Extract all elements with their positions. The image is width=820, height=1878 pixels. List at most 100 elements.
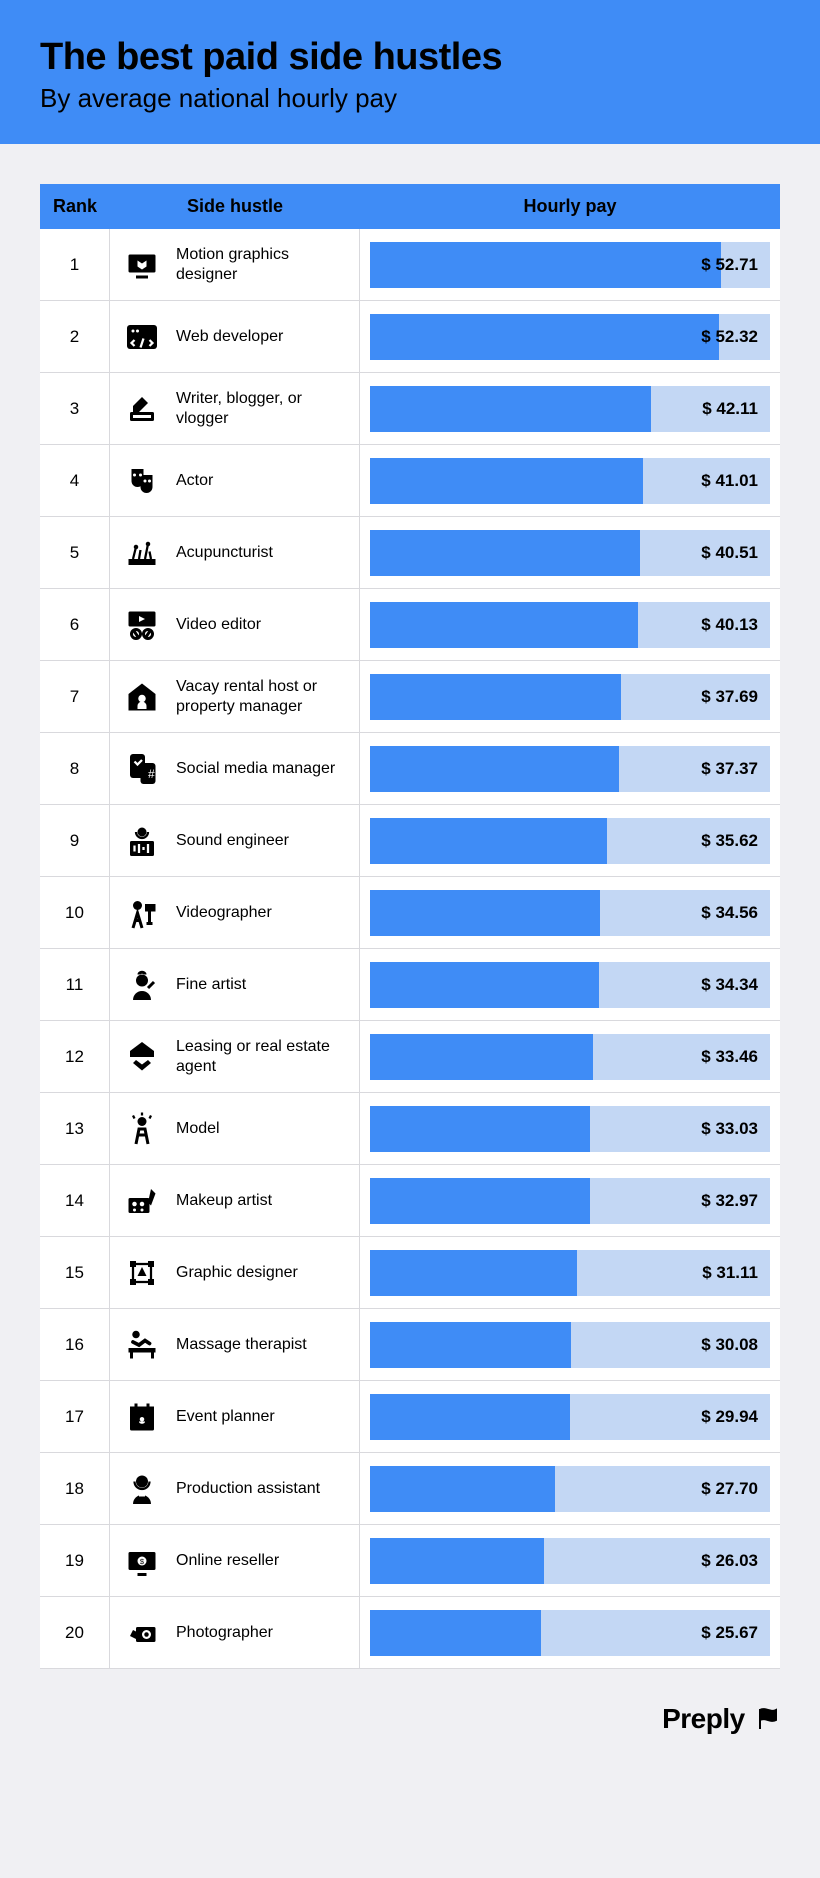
name-cell: Model [110,1093,360,1164]
name-cell: $Online reseller [110,1525,360,1596]
real-estate-icon [122,1037,162,1077]
table-row: 8#Social media manager$ 37.37 [40,733,780,805]
rank-cell: 8 [40,733,110,804]
graphic-design-icon [122,1253,162,1293]
table-row: 6Video editor$ 40.13 [40,589,780,661]
bar-fill [370,746,619,792]
pay-value: $ 29.94 [701,1407,758,1427]
bar-track: $ 30.08 [370,1322,770,1368]
pay-cell: $ 52.71 [360,229,780,300]
bar-track: $ 32.97 [370,1178,770,1224]
pay-cell: $ 25.67 [360,1597,780,1668]
table-row: 18Production assistant$ 27.70 [40,1453,780,1525]
table-row: 7Vacay rental host or property manager$ … [40,661,780,733]
motion-graphics-icon [122,245,162,285]
pay-cell: $ 31.11 [360,1237,780,1308]
event-planner-icon [122,1397,162,1437]
name-cell: Leasing or real estate agent [110,1021,360,1092]
bar-fill [370,1250,577,1296]
col-header-rank: Rank [40,184,110,229]
hustle-label: Video editor [176,615,261,634]
page-subtitle: By average national hourly pay [40,83,780,114]
pay-cell: $ 40.13 [360,589,780,660]
side-hustle-table: Rank Side hustle Hourly pay 1Motion grap… [40,184,780,1669]
table-header-row: Rank Side hustle Hourly pay [40,184,780,229]
table-row: 10 Videographer $ 34.56 [40,877,780,949]
table-row: 11 Fine artist $ 34.34 [40,949,780,1021]
pay-value: $ 37.37 [701,759,758,779]
hustle-label: Web developer [176,327,283,346]
name-cell: Videographer [110,877,360,948]
content-area: Rank Side hustle Hourly pay 1Motion grap… [0,144,820,1689]
bar-fill [370,530,640,576]
hustle-label: Graphic designer [176,1263,298,1282]
bar-track: $ 29.94 [370,1394,770,1440]
bar-track: $ 33.46 [370,1034,770,1080]
bar-track: $ 37.37 [370,746,770,792]
pay-value: $ 35.62 [701,831,758,851]
name-cell: Actor [110,445,360,516]
hustle-label: Writer, blogger, or vlogger [176,389,349,427]
name-cell: Video editor [110,589,360,660]
writer-icon [122,389,162,429]
pay-value: $ 37.69 [701,687,758,707]
name-cell: Sound engineer [110,805,360,876]
bar-fill [370,674,621,720]
rank-cell: 14 [40,1165,110,1236]
table-row: 20Photographer$ 25.67 [40,1597,780,1669]
bar-fill [370,818,607,864]
bar-track: $ 26.03 [370,1538,770,1584]
bar-fill [370,458,643,504]
pay-value: $ 34.34 [701,975,758,995]
bar-fill [370,1538,544,1584]
pay-value: $ 42.11 [702,399,758,419]
bar-track: $ 41.01 [370,458,770,504]
name-cell: Vacay rental host or property manager [110,661,360,732]
name-cell: Graphic designer [110,1237,360,1308]
bar-track: $ 27.70 [370,1466,770,1512]
production-assistant-icon [122,1469,162,1509]
pay-cell: $ 29.94 [360,1381,780,1452]
rank-cell: 10 [40,877,110,948]
table-row: 17Event planner$ 29.94 [40,1381,780,1453]
pay-cell: $ 35.62 [360,805,780,876]
bar-fill [370,1178,590,1224]
hustle-label: Leasing or real estate agent [176,1037,349,1075]
pay-value: $ 52.71 [701,255,758,275]
name-cell: Makeup artist [110,1165,360,1236]
pay-cell: $ 34.56 [360,877,780,948]
web-dev-icon [122,317,162,357]
hustle-label: Makeup artist [176,1191,272,1210]
table-row: 15 Graphic designer $ 31.11 [40,1237,780,1309]
bar-fill [370,1610,541,1656]
rank-cell: 15 [40,1237,110,1308]
hustle-label: Production assistant [176,1479,320,1498]
rank-cell: 13 [40,1093,110,1164]
pay-value: $ 31.11 [702,1263,758,1283]
bar-track: $ 52.71 [370,242,770,288]
rank-cell: 2 [40,301,110,372]
brand-name: Preply [662,1703,745,1734]
hustle-label: Online reseller [176,1551,279,1570]
hustle-label: Event planner [176,1407,275,1426]
pay-value: $ 41.01 [701,471,758,491]
pay-value: $ 34.56 [701,903,758,923]
hustle-label: Photographer [176,1623,273,1642]
hustle-label: Model [176,1119,220,1138]
rank-cell: 1 [40,229,110,300]
bar-track: $ 52.32 [370,314,770,360]
rank-cell: 11 [40,949,110,1020]
pay-cell: $ 37.37 [360,733,780,804]
actor-icon [122,461,162,501]
makeup-icon [122,1181,162,1221]
hustle-label: Videographer [176,903,272,922]
hustle-label: Actor [176,471,213,490]
bar-fill [370,890,600,936]
table-row: 2 Web developer $ 52.32 [40,301,780,373]
hustle-label: Fine artist [176,975,246,994]
svg-text:#: # [148,767,155,781]
social-media-icon: # [122,749,162,789]
pay-value: $ 26.03 [701,1551,758,1571]
bar-track: $ 31.11 [370,1250,770,1296]
sound-engineer-icon [122,821,162,861]
